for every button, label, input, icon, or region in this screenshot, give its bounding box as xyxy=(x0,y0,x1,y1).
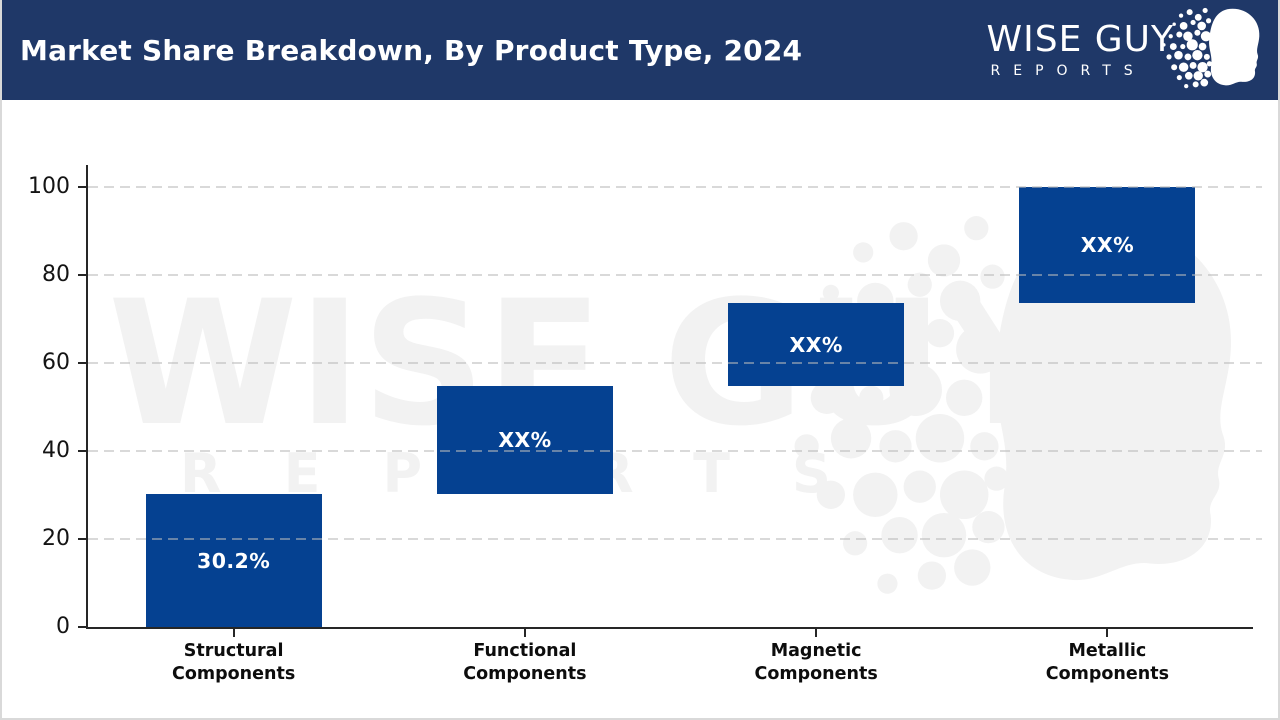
logo-subtitle: REPORTS xyxy=(990,62,1146,79)
header: Market Share Breakdown, By Product Type,… xyxy=(0,0,1280,100)
x-tick-mark xyxy=(523,629,526,637)
y-tick-mark xyxy=(78,538,88,540)
bar-value-label: 30.2% xyxy=(197,548,271,573)
y-tick-label: 60 xyxy=(42,350,70,375)
logo-text: WISE GUY REPORTS xyxy=(986,18,1175,79)
x-axis-line xyxy=(86,627,1253,629)
x-tick-mark xyxy=(815,629,818,637)
gridline xyxy=(88,450,1262,452)
bar-value-label: XX% xyxy=(789,332,843,357)
waterfall-bar: 30.2% xyxy=(145,494,322,627)
x-category-label-line: Components xyxy=(754,663,878,684)
x-category-label-line: Metallic xyxy=(1068,641,1147,661)
waterfall-bar: XX% xyxy=(1019,187,1196,304)
waterfall-bar: XX% xyxy=(436,386,613,495)
chart-area: WISE GUY REPORTS 02040608010030.2%Struct… xyxy=(0,100,1280,720)
gridline xyxy=(88,362,1262,364)
x-tick-mark xyxy=(1106,629,1109,637)
logo-wordmark: WISE GUY xyxy=(986,18,1174,60)
y-tick-label: 100 xyxy=(28,174,70,199)
x-category-label-line: Magnetic xyxy=(770,641,862,661)
y-tick-label: 40 xyxy=(42,438,70,463)
x-category-label: Structural Components xyxy=(172,640,295,686)
wiseguy-logo: WISE GUY REPORTS xyxy=(987,7,1280,93)
y-tick-mark xyxy=(78,274,88,276)
y-tick-mark xyxy=(78,186,88,188)
y-tick-label: 20 xyxy=(42,526,70,551)
y-tick-label: 80 xyxy=(42,262,70,287)
plot-area: 0 20 40 60 80 100 30.2% Structural Components XX%… xyxy=(28,165,1262,684)
bar-value-label: XX% xyxy=(1080,233,1135,258)
x-category-label: Magnetic Components xyxy=(755,640,878,686)
gridline xyxy=(88,186,1262,188)
x-tick-mark xyxy=(232,629,235,637)
waterfall-bar: XX% xyxy=(728,303,905,387)
x-category-label: Metallic Components xyxy=(1046,640,1169,686)
chart-title: Market Share Breakdown, By Product Type,… xyxy=(20,33,803,67)
y-tick-mark xyxy=(78,626,88,628)
y-axis-line xyxy=(86,165,88,627)
x-category-label-line: Components xyxy=(172,663,296,684)
x-category-label-line: Structural xyxy=(183,641,284,661)
y-tick-label: 0 xyxy=(56,614,70,639)
gridline xyxy=(88,538,1262,540)
x-category-label-line: Components xyxy=(1045,663,1169,684)
bar-value-label: XX% xyxy=(498,428,552,453)
gridline xyxy=(88,274,1262,276)
y-tick-mark xyxy=(78,362,88,364)
x-category-label-line: Components xyxy=(463,663,587,684)
x-category-label: Functional Components xyxy=(463,640,586,686)
x-category-label-line: Functional xyxy=(473,641,577,661)
y-tick-mark xyxy=(78,450,88,452)
